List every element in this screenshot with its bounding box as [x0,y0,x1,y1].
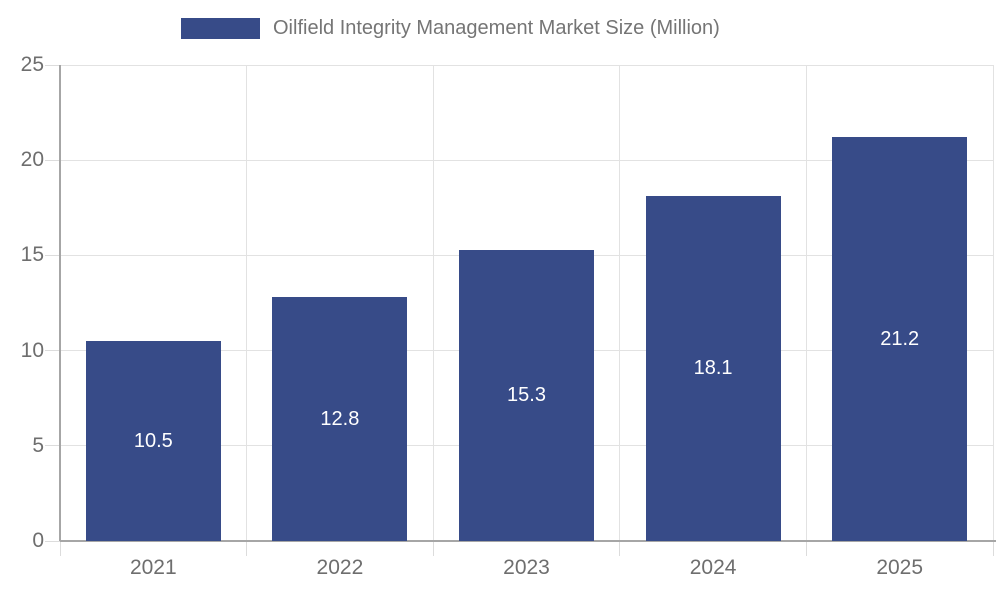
x-gridline [619,65,621,541]
bar-value-label: 15.3 [507,383,546,406]
y-tick-label: 15 [20,243,44,267]
x-axis-tick [246,541,248,556]
bar-2025[interactable]: 21.2 [832,137,968,541]
y-axis-line [59,65,61,541]
x-axis-tick [992,541,994,556]
bar-value-label: 12.8 [320,407,360,430]
x-tick-label-2023: 2023 [503,556,550,579]
bar-value-label: 21.2 [880,327,920,350]
legend-swatch [181,18,260,39]
y-axis-tick [45,254,60,256]
x-tick-label-2025: 2025 [876,556,924,579]
y-axis-tick [45,445,60,447]
y-tick-label: 20 [20,148,44,172]
bar-value-label: 18.1 [693,357,733,380]
x-axis-tick [432,541,434,556]
y-tick-label: 10 [20,338,44,362]
bar-2023[interactable]: 15.3 [459,249,594,541]
x-gridline [992,65,994,541]
x-tick-label-2021: 2021 [129,556,177,579]
y-tick-label: 5 [32,433,44,457]
x-axis-tick [619,541,621,556]
bar-value-label: 10.5 [133,429,173,452]
bar-2021[interactable]: 10.5 [85,341,221,541]
y-axis-tick [45,540,60,542]
y-tick-label: 25 [20,53,44,76]
x-tick-label-2022: 2022 [316,556,364,579]
y-axis-tick [45,350,60,352]
y-axis-tick [45,64,60,66]
y-gridline [60,159,993,161]
x-gridline [805,65,807,541]
x-axis-tick [805,541,807,556]
x-gridline [246,65,248,541]
x-tick-label-2024: 2024 [689,556,737,579]
x-gridline [432,65,434,541]
y-axis-tick [45,159,60,161]
x-axis-line [60,540,996,542]
bar-2022[interactable]: 12.8 [272,297,408,541]
bar-2024[interactable]: 18.1 [645,196,781,541]
legend-item[interactable]: Oilfield Integrity Management Market Siz… [181,17,720,40]
y-gridline [60,64,993,66]
x-axis-tick [59,541,61,556]
y-tick-label: 0 [32,529,44,552]
legend-label: Oilfield Integrity Management Market Siz… [273,17,720,39]
